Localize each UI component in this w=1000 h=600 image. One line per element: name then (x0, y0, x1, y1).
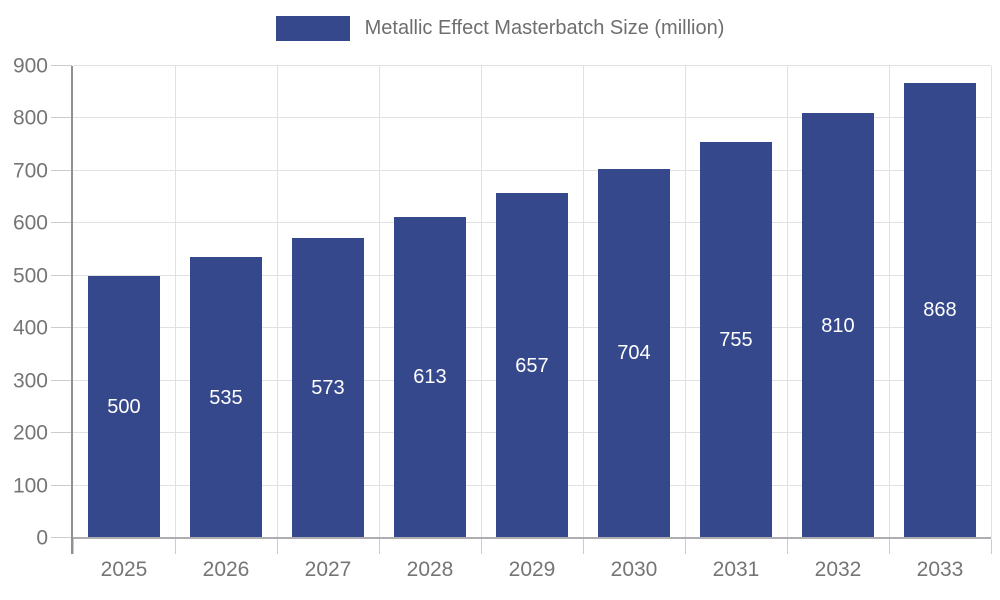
bar-value-label-2027: 573 (311, 376, 345, 399)
bar-slot-2025: 500 (73, 66, 175, 538)
y-tick-mark-600 (51, 222, 72, 224)
x-tick-mark-5 (583, 539, 584, 554)
y-axis-labels: 0 100 200 300 400 500 600 700 800 900 (0, 56, 48, 549)
y-tick-mark-900 (51, 65, 72, 66)
x-tick-label-2025: 2025 (100, 558, 148, 581)
y-tick-mark-300 (51, 379, 72, 381)
x-tick-mark-0 (73, 539, 74, 554)
gridline-y-800 (73, 117, 991, 119)
y-tick-label-900: 900 (12, 54, 48, 78)
y-tick-label-700: 700 (12, 159, 48, 183)
x-tick-label-2030: 2030 (610, 558, 658, 581)
bar-value-label-2026: 535 (209, 386, 243, 409)
bar-slot-2026: 535 (175, 66, 277, 538)
y-tick-label-100: 100 (12, 474, 48, 498)
y-tick-label-500: 500 (12, 264, 48, 288)
x-tick-mark-3 (378, 539, 380, 554)
y-tick-label-0: 0 (36, 526, 48, 550)
x-tick-mark-8 (889, 539, 890, 554)
bar-2026: 535 (190, 257, 262, 538)
gridline-x-boundary-3 (378, 66, 380, 538)
x-tick-mark-6 (684, 539, 686, 554)
bar-value-label-2032: 810 (821, 314, 855, 337)
bar-value-label-2033: 868 (923, 299, 957, 322)
gridline-y-700 (73, 169, 991, 171)
bar-2027: 573 (292, 237, 364, 538)
x-tick-mark-2 (277, 539, 278, 554)
gridline-x-boundary-2 (277, 66, 278, 538)
bar-2031: 755 (700, 142, 772, 538)
gridline-x-boundary-9 (991, 66, 992, 538)
y-tick-label-300: 300 (12, 369, 48, 393)
bar-slot-2030: 704 (583, 66, 685, 538)
bar-2025: 500 (88, 275, 160, 538)
x-tick-label-2026: 2026 (202, 558, 250, 581)
y-axis-ticks (51, 65, 72, 538)
bar-value-label-2025: 500 (107, 395, 141, 418)
x-tick-mark-4 (481, 539, 482, 554)
chart-legend: Metallic Effect Masterbatch Size (millio… (0, 16, 1000, 41)
x-tick-label-2032: 2032 (814, 558, 862, 581)
bar-2028: 613 (394, 216, 466, 538)
bar-value-label-2031: 755 (719, 329, 753, 352)
x-axis-labels: 2025 2026 2027 2028 2029 2030 2031 2032 2033 (73, 556, 991, 586)
bar-value-label-2029: 657 (515, 354, 549, 377)
bar-2030: 704 (598, 168, 670, 538)
y-tick-label-200: 200 (12, 421, 48, 445)
gridline-x-boundary-8 (889, 66, 890, 538)
bar-2029: 657 (496, 193, 568, 538)
x-tick-label-2033: 2033 (916, 558, 964, 581)
bar-value-label-2028: 613 (413, 366, 447, 389)
y-tick-mark-0 (51, 537, 72, 538)
bar-series: 500 535 573 613 657 704 755 810 868 (73, 66, 991, 538)
bar-slot-2029: 657 (481, 66, 583, 538)
y-tick-label-800: 800 (12, 106, 48, 130)
x-axis-ticks (73, 539, 992, 554)
bar-slot-2031: 755 (685, 66, 787, 538)
y-tick-label-400: 400 (12, 316, 48, 340)
bar-value-label-2030: 704 (617, 342, 651, 365)
x-tick-mark-1 (175, 539, 176, 554)
y-tick-label-600: 600 (12, 211, 48, 235)
gridline-x-boundary-1 (175, 66, 176, 538)
plot-area: 500 535 573 613 657 704 755 810 868 (73, 65, 992, 538)
bar-2033: 868 (904, 82, 976, 538)
legend-label: Metallic Effect Masterbatch Size (millio… (364, 17, 725, 39)
bar-slot-2028: 613 (379, 66, 481, 538)
x-tick-label-2029: 2029 (508, 558, 556, 581)
y-tick-mark-800 (51, 117, 72, 119)
x-tick-label-2028: 2028 (406, 558, 454, 581)
y-tick-mark-500 (51, 274, 72, 276)
legend-swatch (275, 16, 350, 41)
y-axis-line (71, 66, 73, 554)
bar-slot-2032: 810 (787, 66, 889, 538)
gridline-x-boundary-5 (583, 66, 584, 538)
y-tick-mark-200 (51, 432, 72, 434)
y-tick-mark-100 (51, 484, 72, 486)
bar-slot-2033: 868 (889, 66, 991, 538)
x-tick-label-2027: 2027 (304, 558, 352, 581)
bar-2032: 810 (802, 113, 874, 538)
gridline-y-900 (73, 65, 991, 66)
y-tick-mark-700 (51, 169, 72, 171)
bar-slot-2027: 573 (277, 66, 379, 538)
y-tick-mark-400 (51, 327, 72, 329)
x-axis-line (73, 537, 991, 539)
x-tick-label-2031: 2031 (712, 558, 760, 581)
x-tick-mark-9 (991, 539, 992, 554)
x-tick-mark-7 (787, 539, 788, 554)
gridline-x-boundary-4 (481, 66, 482, 538)
gridline-x-boundary-6 (684, 66, 686, 538)
gridline-x-boundary-7 (787, 66, 788, 538)
